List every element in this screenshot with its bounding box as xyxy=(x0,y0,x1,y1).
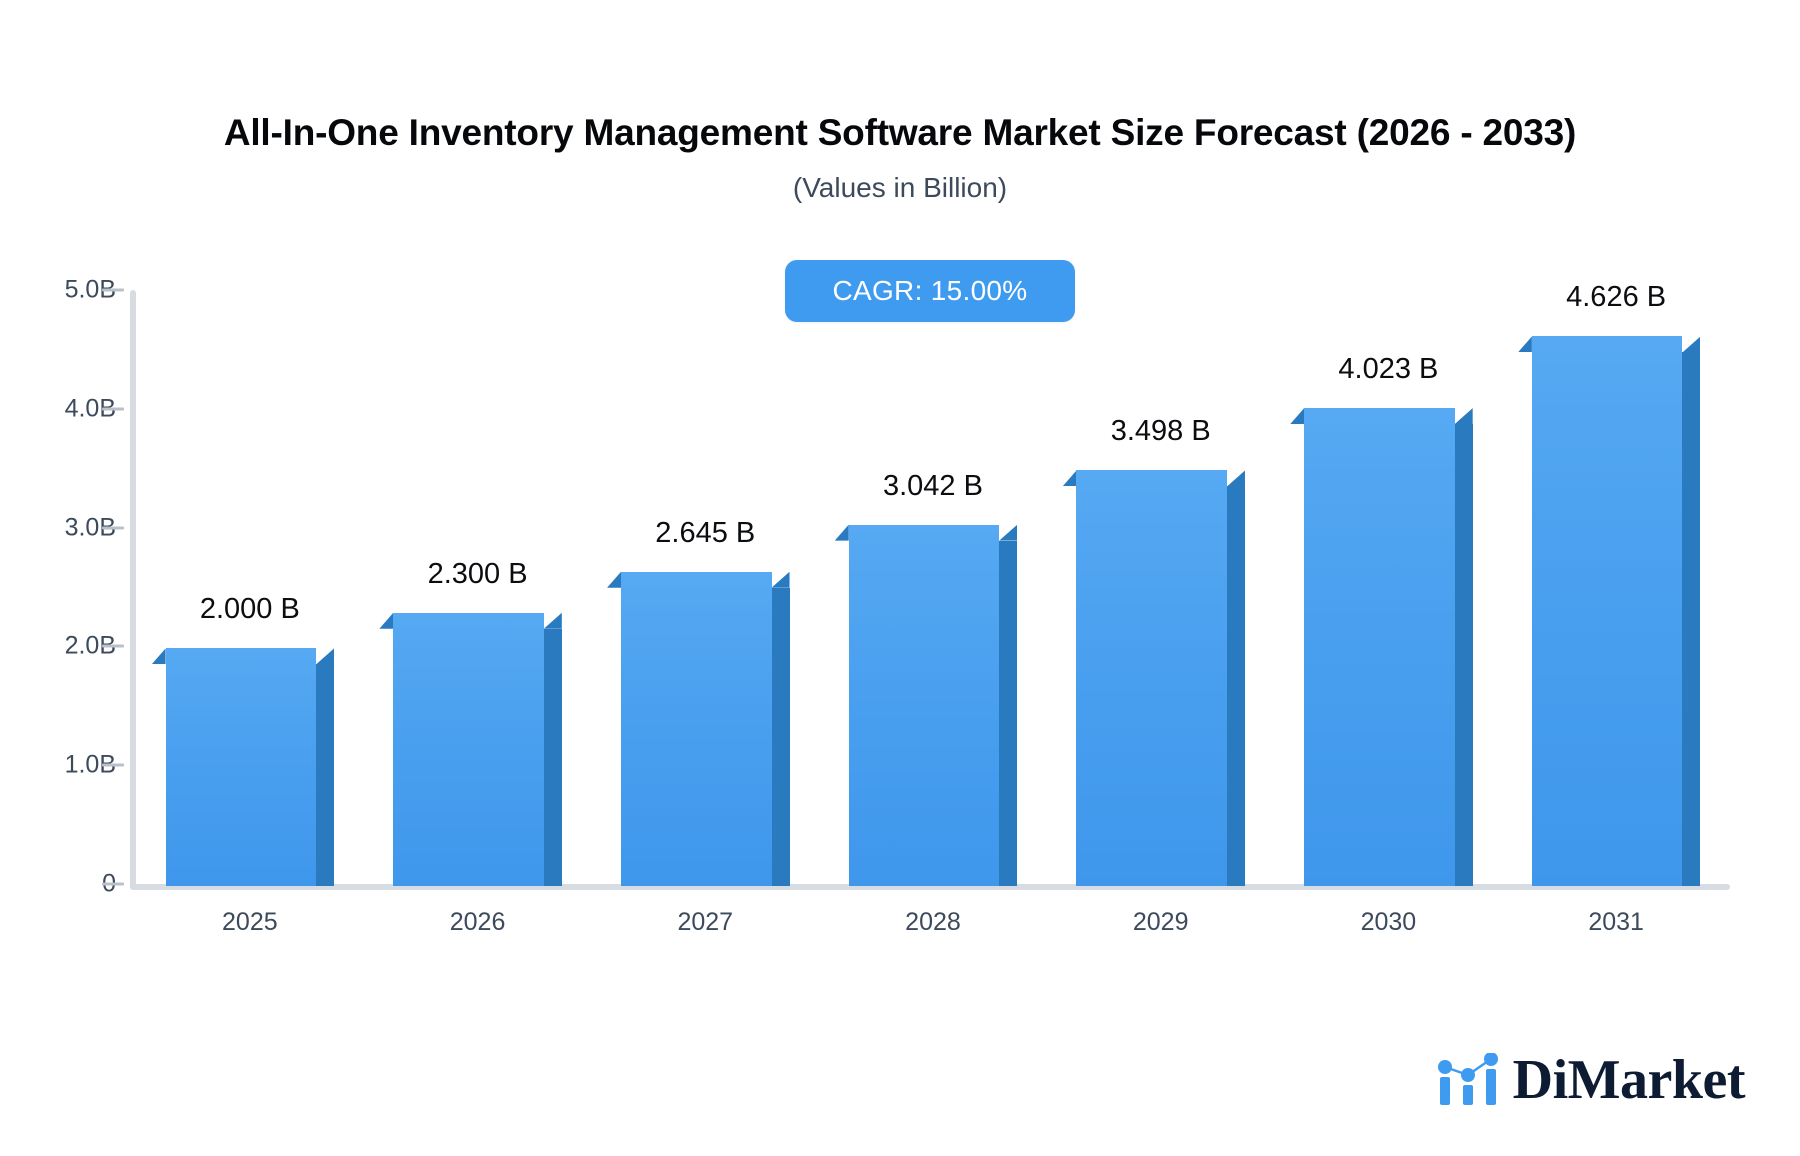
dimarket-logo: DiMarket xyxy=(1437,1049,1746,1111)
bar-value-label: 4.626 B xyxy=(1566,281,1667,314)
bar-column[interactable]: 4.023 B xyxy=(1290,285,1473,886)
bar-chart-logo-icon xyxy=(1437,1053,1498,1105)
x-axis-line xyxy=(130,884,1730,890)
bar-column[interactable]: 3.498 B xyxy=(1062,285,1245,886)
bar-column[interactable]: 3.042 B xyxy=(834,285,1018,886)
bar-left-bevel xyxy=(1062,470,1077,487)
bar-series: 2.000 B 2.300 B 2.645 B 3.042 B 3.498 B 4.023… xyxy=(136,281,1730,886)
bar-side-face xyxy=(543,628,562,886)
y-axis-tick-mark xyxy=(102,526,124,530)
bar-left-bevel xyxy=(607,571,622,588)
bar-front-face xyxy=(1531,336,1683,886)
bar-top-bevel xyxy=(771,571,790,588)
bar-side-face xyxy=(1682,352,1701,886)
chart-title: All-In-One Inventory Management Software… xyxy=(223,112,1577,153)
bar[interactable] xyxy=(379,612,562,886)
x-axis-tick-label: 2030 xyxy=(1360,908,1417,936)
x-axis-tick-label: 2028 xyxy=(905,908,961,936)
bar[interactable] xyxy=(1517,336,1701,886)
bar-side-face xyxy=(771,587,790,886)
bar-left-bevel xyxy=(1290,408,1305,425)
bar[interactable] xyxy=(834,524,1018,886)
y-axis-tick-mark xyxy=(102,407,124,411)
bar-value-label: 2.000 B xyxy=(199,593,300,626)
bar-value-label: 2.645 B xyxy=(655,516,756,549)
bar-value-label: 2.300 B xyxy=(427,557,528,590)
bar-column[interactable]: 2.645 B xyxy=(607,285,790,886)
bar-side-face xyxy=(999,540,1018,886)
bar-side-face xyxy=(1454,424,1473,886)
y-axis-tick-mark xyxy=(102,882,124,886)
chart-subtitle: (Values in Billion) xyxy=(792,172,1008,203)
bar-column[interactable]: 2.300 B xyxy=(379,285,562,886)
y-axis-tick-mark xyxy=(102,644,124,648)
x-axis-tick-label: 2026 xyxy=(449,908,506,936)
y-axis-tick-mark xyxy=(102,288,124,292)
x-axis-tick-label: 2025 xyxy=(222,908,278,936)
bar-left-bevel xyxy=(151,648,166,665)
bar-left-bevel xyxy=(379,612,394,629)
x-axis-tick-label: 2027 xyxy=(677,908,734,936)
bar-top-bevel xyxy=(999,524,1018,541)
bar-front-face xyxy=(1304,408,1455,886)
logo-wordmark: DiMarket xyxy=(1512,1049,1746,1111)
bar-side-face xyxy=(316,664,335,886)
y-axis-tick-mark xyxy=(102,763,124,767)
bar[interactable] xyxy=(607,571,790,886)
y-axis-line xyxy=(130,290,136,890)
bar[interactable] xyxy=(151,648,335,886)
bar-top-bevel xyxy=(1226,470,1245,487)
bar-column[interactable]: 2.000 B xyxy=(151,285,335,886)
bar-value-label: 3.042 B xyxy=(882,469,983,502)
bar-top-bevel xyxy=(543,612,562,629)
cagr-badge: CAGR: 15.00% xyxy=(785,260,1075,322)
bar-left-bevel xyxy=(1517,336,1532,353)
cagr-badge-label: CAGR: 15.00% xyxy=(832,275,1028,306)
bar-front-face xyxy=(393,612,544,886)
bar-top-bevel xyxy=(316,648,335,665)
x-axis-tick-label: 2029 xyxy=(1132,908,1189,936)
bar-value-label: 3.498 B xyxy=(1110,415,1211,448)
bar-top-bevel xyxy=(1454,408,1473,425)
bar-front-face xyxy=(1076,470,1227,886)
bar-front-face xyxy=(165,648,317,886)
x-axis-tick-label: 2031 xyxy=(1588,908,1644,936)
bar-top-bevel xyxy=(1682,336,1701,353)
bar-column[interactable]: 4.626 B xyxy=(1517,281,1701,886)
bar-side-face xyxy=(1226,486,1245,886)
bar-left-bevel xyxy=(834,524,849,541)
bar-front-face xyxy=(621,571,772,886)
bar-front-face xyxy=(848,524,1000,886)
bar[interactable] xyxy=(1062,470,1245,886)
bar-value-label: 4.023 B xyxy=(1338,353,1439,386)
bar[interactable] xyxy=(1290,408,1473,886)
